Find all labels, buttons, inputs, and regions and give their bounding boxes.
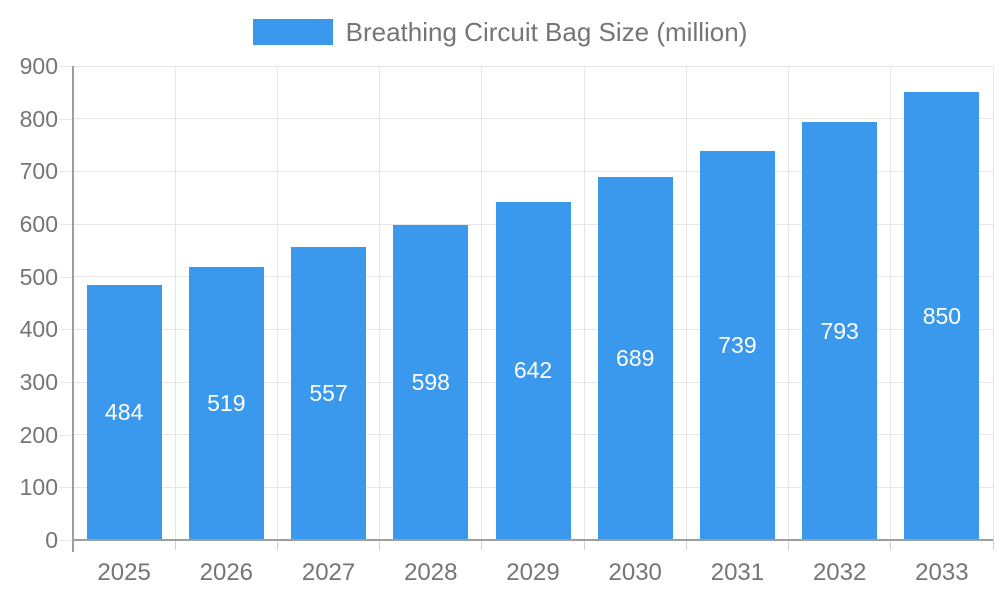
x-gridline [890, 66, 892, 540]
bar-2025[interactable]: 484 [86, 285, 162, 540]
bar-2030[interactable]: 689 [597, 177, 673, 540]
x-axis-tick [481, 540, 483, 550]
plot-area: 484 519 557 598 642 689 739 793 850 [72, 65, 994, 552]
x-axis-tick [890, 540, 892, 550]
y-gridline [73, 170, 993, 172]
bar-2032[interactable]: 793 [802, 122, 878, 540]
bar-value-label: 484 [104, 399, 144, 426]
bar-2027[interactable]: 557 [291, 246, 367, 540]
bar-value-label: 642 [513, 357, 553, 384]
bar-value-label: 739 [718, 331, 757, 358]
x-axis-tick [788, 540, 790, 550]
y-axis-tick-label: 700 [19, 158, 58, 185]
y-axis-tick [60, 66, 73, 67]
bar-2029[interactable]: 642 [495, 201, 571, 540]
y-axis-tick-label: 500 [19, 263, 58, 290]
bar-value-label: 689 [616, 345, 655, 372]
x-gridline [174, 66, 176, 540]
bar-2028[interactable]: 598 [393, 225, 469, 540]
y-axis-tick [60, 329, 73, 331]
legend-swatch [252, 19, 333, 45]
x-axis-tick-label: 2026 [199, 559, 254, 586]
y-axis-tick-label: 0 [45, 527, 58, 553]
bar-value-label: 850 [922, 302, 962, 329]
y-axis-tick-label: 300 [19, 369, 58, 395]
x-axis-tick [276, 540, 278, 550]
x-axis-tick [992, 540, 994, 550]
x-gridline [379, 66, 381, 540]
x-axis-tick-label: 2033 [915, 559, 969, 586]
y-axis-tick-label: 100 [19, 474, 58, 501]
bar-2031[interactable]: 739 [699, 150, 775, 540]
y-axis-tick [60, 487, 73, 489]
chart-legend[interactable]: Breathing Circuit Bag Size (million) [0, 16, 1000, 47]
x-gridline [481, 66, 483, 540]
y-axis-tick-label: 800 [19, 105, 58, 132]
bar-value-label: 793 [820, 317, 859, 344]
y-axis-tick-label: 600 [19, 211, 58, 237]
x-axis-tick-label: 2027 [301, 559, 356, 586]
y-axis-tick-label: 200 [19, 421, 58, 448]
bar-value-label: 557 [309, 379, 348, 406]
x-axis-tick [379, 540, 381, 550]
x-axis-tick [685, 540, 687, 550]
bar-value-label: 519 [207, 389, 246, 416]
y-axis-tick [60, 540, 73, 541]
y-axis-tick-label: 400 [19, 316, 58, 343]
x-gridline [788, 66, 790, 540]
x-axis-tick-label: 2025 [97, 559, 151, 586]
x-gridline [583, 66, 585, 540]
legend-label: Breathing Circuit Bag Size (million) [345, 16, 748, 47]
x-gridline [685, 66, 687, 540]
x-axis-tick [174, 540, 176, 550]
y-axis-tick [60, 118, 73, 120]
x-axis-tick-label: 2028 [404, 559, 458, 586]
bar-2033[interactable]: 850 [904, 92, 980, 540]
y-axis-tick [60, 171, 73, 173]
y-axis-tick [60, 434, 73, 436]
x-axis-tick-label: 2029 [506, 559, 560, 586]
y-axis-line [72, 66, 74, 552]
x-axis-tick [583, 540, 585, 550]
bar-value-label: 598 [411, 369, 450, 396]
x-gridline [276, 66, 278, 540]
x-axis-tick-label: 2030 [608, 559, 662, 586]
x-axis-tick-label: 2032 [812, 559, 867, 586]
x-axis-tick-label: 2031 [710, 559, 765, 586]
bar-2026[interactable]: 519 [188, 266, 264, 540]
x-axis-line [73, 539, 993, 541]
y-axis-tick [60, 224, 73, 225]
x-gridline [992, 66, 994, 540]
y-axis-tick-label: 900 [19, 53, 58, 79]
y-gridline [73, 65, 993, 67]
y-axis-tick [60, 276, 73, 278]
y-gridline [73, 118, 993, 120]
y-axis-tick [60, 382, 73, 383]
